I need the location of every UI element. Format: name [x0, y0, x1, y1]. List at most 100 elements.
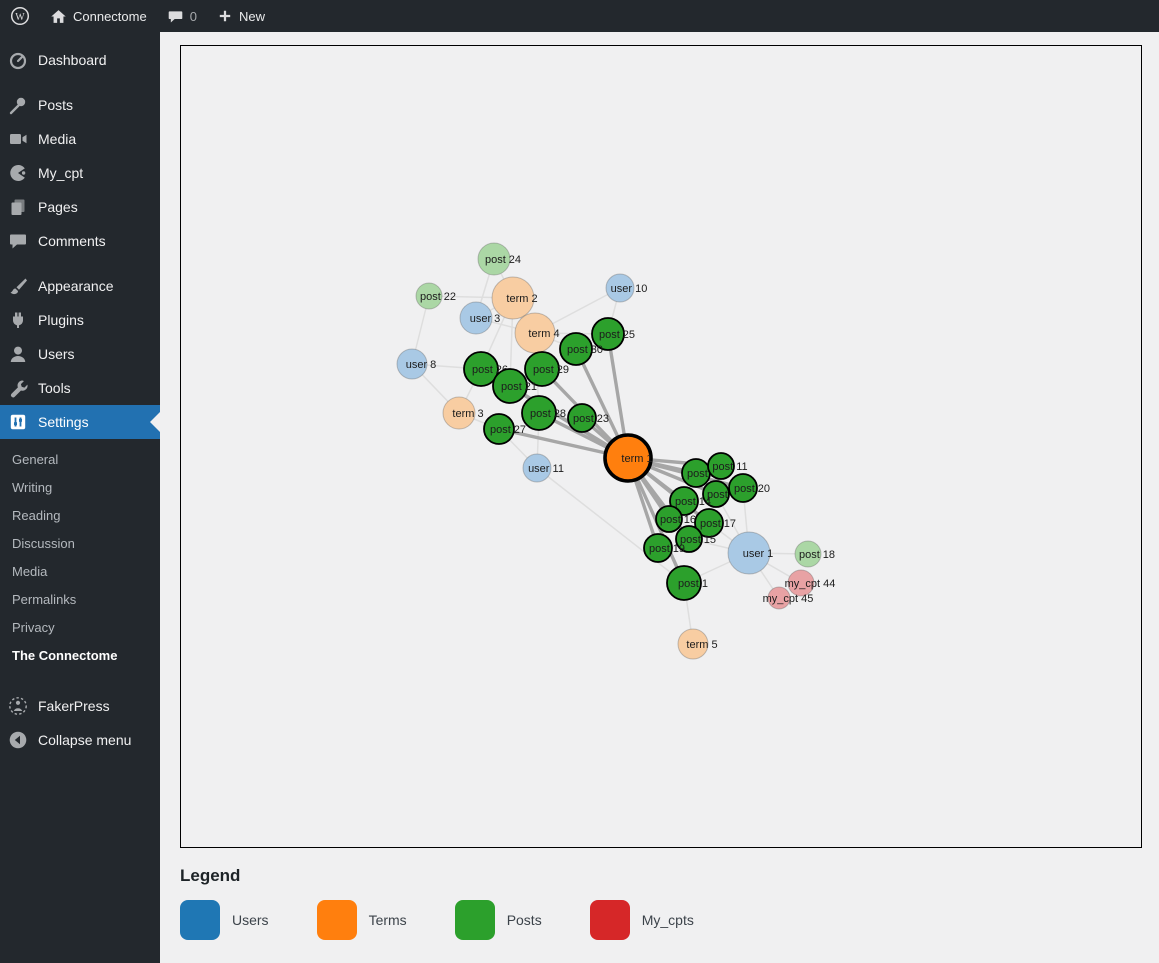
media-icon [10, 134, 27, 144]
sidebar-item-plugins[interactable]: Plugins [0, 303, 160, 337]
sidebar-item-pages[interactable]: Pages [0, 190, 160, 224]
legend-swatch [589, 900, 630, 940]
graph-node-my_cpt-45[interactable] [767, 586, 791, 610]
graph-node-label: my_cpt 45 [763, 593, 814, 605]
site-name-link[interactable]: Connectome [40, 0, 157, 32]
graph-node-term-3[interactable] [442, 396, 476, 430]
graph-node-label: post 14 [675, 496, 711, 508]
graph-node-label: post 19 [649, 543, 685, 555]
sidebar-item-dashboard[interactable]: Dashboard [0, 43, 160, 77]
graph-node-post-22[interactable] [415, 282, 443, 310]
graph-node-label: post 30 [567, 344, 603, 356]
graph-node-term-2[interactable] [491, 276, 535, 320]
legend-swatch [454, 900, 495, 940]
graph-node-post-20[interactable] [728, 473, 758, 503]
comment-bubble-icon [168, 10, 183, 22]
current-item-arrow [150, 412, 160, 432]
graph-node-post-18[interactable] [794, 540, 822, 568]
menu-separator [0, 77, 160, 88]
graph-node-post-13[interactable] [702, 480, 730, 508]
graph-node-post-26[interactable] [463, 351, 499, 387]
graph-node-post-29[interactable] [524, 351, 560, 387]
sidebar-item-label: Settings [38, 414, 89, 430]
dashboard-icon [9, 52, 27, 70]
graph-node-post-27[interactable] [483, 413, 515, 445]
graph-node-post-30[interactable] [559, 332, 593, 366]
graph-node-label: my_cpt 44 [785, 578, 836, 590]
connectome-graph-svg[interactable]: post 24 post 22 term 2 user 10 user 3 term 4 p… [181, 46, 1141, 847]
submenu-item-label: The Connectome [12, 648, 118, 663]
graph-node-label: post 20 [734, 483, 770, 495]
sidebar-item-settings[interactable]: Settings [0, 405, 160, 439]
graph-node-label: user 1 [743, 548, 774, 560]
submenu-item-label: Media [12, 564, 48, 579]
submenu-item-label: General [12, 452, 59, 467]
sidebar-item-comments[interactable]: Comments [0, 224, 160, 258]
graph-node-term-1[interactable] [603, 433, 653, 483]
submenu-item-discussion[interactable]: Discussion [0, 530, 160, 558]
graph-node-user-10[interactable] [605, 273, 635, 303]
graph-node-label: term 1 [621, 453, 652, 465]
comments-pending-button[interactable]: 0 [157, 0, 207, 32]
sidebar-item-media[interactable]: Media [0, 122, 160, 156]
graph-node-label: term 2 [506, 293, 537, 305]
graph-node-post-24[interactable] [477, 242, 511, 276]
graph-node-post-25[interactable] [591, 317, 625, 351]
graph-node-my_cpt-44[interactable] [787, 569, 815, 597]
submenu-item-general[interactable]: General [0, 446, 160, 474]
submenu-item-privacy[interactable]: Privacy [0, 614, 160, 642]
sidebar-item-label: Appearance [38, 278, 114, 294]
graph-node-label: post 1 [678, 578, 708, 590]
graph-node-user-1[interactable] [727, 531, 771, 575]
wordpress-logo-icon: W [10, 6, 30, 26]
graph-node-label: post 15 [680, 534, 716, 546]
submenu-item-reading[interactable]: Reading [0, 502, 160, 530]
graph-node-post-21[interactable] [492, 368, 528, 404]
graph-node-post-28[interactable] [521, 395, 557, 431]
submenu-item-media[interactable]: Media [0, 558, 160, 586]
submenu-item-label: Privacy [12, 620, 55, 635]
tools-icon [10, 380, 28, 398]
graph-node-user-3[interactable] [459, 301, 493, 335]
graph-node-label: user 3 [470, 313, 501, 325]
graph-node-user-11[interactable] [522, 453, 552, 483]
submenu-item-label: Permalinks [12, 592, 77, 607]
sidebar-item-users[interactable]: Users [0, 337, 160, 371]
sidebar-item-posts[interactable]: Posts [0, 88, 160, 122]
legend-item-users: Users [180, 900, 269, 940]
sidebar-item-label: Posts [38, 97, 74, 113]
submenu-item-label: Discussion [12, 536, 75, 551]
graph-node-post-23[interactable] [567, 403, 597, 433]
graph-node-post-17[interactable] [694, 508, 724, 538]
new-content-button[interactable]: New [207, 0, 275, 32]
graph-node-post-19[interactable] [643, 533, 673, 563]
submenu-item-the-connectome[interactable]: The Connectome [0, 642, 160, 670]
graph-node-user-8[interactable] [396, 348, 428, 380]
legend-label: Users [232, 912, 269, 928]
graph-edge-u11-p1 [536, 467, 685, 584]
sidebar-item-tools[interactable]: Tools [0, 371, 160, 405]
legend-row: Users Terms Posts My_cpts [180, 900, 1142, 940]
wordpress-menu-button[interactable]: W [0, 0, 40, 32]
collapse-icon [9, 731, 27, 749]
sidebar-item-my-cpt[interactable]: My_cpt [0, 156, 160, 190]
graph-node-post-1[interactable] [666, 565, 702, 601]
legend-label: My_cpts [641, 912, 694, 928]
legend-label: Terms [368, 912, 407, 928]
sidebar-item-label: Users [38, 346, 75, 362]
graph-node-post-15[interactable] [675, 525, 703, 553]
graph-node-label: post 21 [501, 381, 537, 393]
submenu-item-permalinks[interactable]: Permalinks [0, 586, 160, 614]
sidebar-item-appearance[interactable]: Appearance [0, 269, 160, 303]
sidebar-item-label: Tools [38, 380, 71, 396]
plugins-icon [13, 312, 23, 328]
graph-node-term-5[interactable] [677, 628, 709, 660]
sidebar-item-collapse-menu[interactable]: Collapse menu [0, 723, 160, 757]
graph-node-post-16[interactable] [655, 505, 683, 533]
sidebar-item-label: Dashboard [38, 52, 107, 68]
sidebar-item-fakerpress[interactable]: FakerPress [0, 689, 160, 723]
admin-bar: W Connectome 0 New [0, 0, 1159, 32]
submenu-item-writing[interactable]: Writing [0, 474, 160, 502]
graph-node-post-11[interactable] [707, 452, 735, 480]
graph-node-label: post 23 [573, 413, 609, 425]
